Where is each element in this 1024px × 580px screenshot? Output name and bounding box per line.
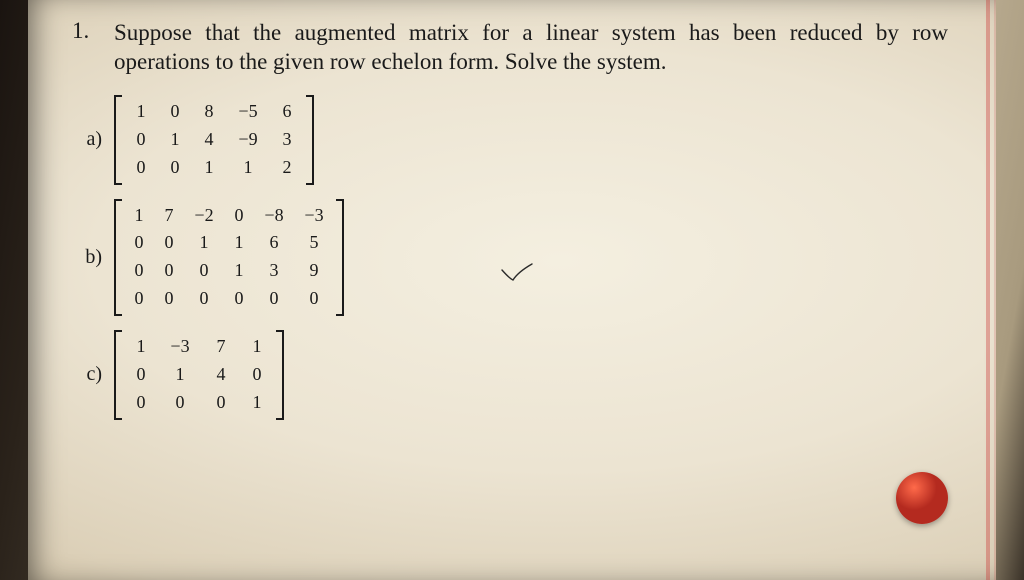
matrix-cell: 1 [124, 333, 158, 361]
matrix-cell: 0 [254, 285, 294, 313]
matrix-cell: −9 [226, 126, 270, 154]
matrix-row: 1−371 [124, 333, 274, 361]
page-surface: 1. Suppose that the augmented matrix for… [28, 0, 996, 580]
part-row: c)1−37101400001 [72, 330, 952, 420]
matrix-cell: 0 [124, 126, 158, 154]
matrix-row: 014−93 [124, 126, 304, 154]
part-row: a)108−56014−9300112 [72, 95, 952, 185]
matrix-cell: −3 [158, 333, 202, 361]
matrix-cell: −3 [294, 202, 334, 230]
question-number: 1. [72, 18, 114, 44]
matrix: 17−20−8−3001165000139000000 [114, 199, 344, 317]
matrix-row: 000000 [124, 285, 334, 313]
matrix-cell: 3 [270, 126, 304, 154]
matrix: 1−37101400001 [114, 330, 284, 420]
bracket-left-icon [114, 199, 122, 317]
matrix: 108−56014−9300112 [114, 95, 314, 185]
matrix-row: 17−20−8−3 [124, 202, 334, 230]
matrix-cell: 0 [154, 229, 184, 257]
matrix-cell: −8 [254, 202, 294, 230]
matrix-row: 000139 [124, 257, 334, 285]
matrix-cell: 6 [254, 229, 294, 257]
matrix-cell: 0 [124, 257, 154, 285]
question-row: 1. Suppose that the augmented matrix for… [72, 18, 952, 77]
handwritten-tick-icon [500, 262, 534, 282]
matrix-cell: 1 [158, 126, 192, 154]
matrix-cell: 4 [202, 361, 240, 389]
part-row: b)17−20−8−3001165000139000000 [72, 199, 952, 317]
bracket-left-icon [114, 95, 122, 185]
matrix-cell: 0 [184, 285, 224, 313]
matrix-cell: 1 [192, 154, 226, 182]
matrix-cell: 2 [270, 154, 304, 182]
matrix-cell: 1 [240, 333, 274, 361]
matrix-cell: 6 [270, 98, 304, 126]
part-label: a) [72, 128, 114, 151]
matrix-cell: 0 [294, 285, 334, 313]
matrix-row: 0001 [124, 389, 274, 417]
matrix-cell: 0 [224, 202, 254, 230]
matrix-body: 1−37101400001 [122, 330, 276, 420]
matrix-cell: 0 [124, 285, 154, 313]
matrix-cell: 1 [224, 229, 254, 257]
question-text: Suppose that the augmented matrix for a … [114, 18, 952, 77]
matrix-cell: 0 [124, 229, 154, 257]
matrix-cell: 5 [294, 229, 334, 257]
matrix-cell: 8 [192, 98, 226, 126]
matrix-cell: 0 [124, 361, 158, 389]
matrix-cell: 3 [254, 257, 294, 285]
matrix-row: 108−56 [124, 98, 304, 126]
part-label: b) [72, 246, 114, 269]
matrix-cell: 0 [124, 154, 158, 182]
bracket-left-icon [114, 330, 122, 420]
matrix-cell: 1 [240, 389, 274, 417]
bracket-right-icon [276, 330, 284, 420]
matrix-body: 108−56014−9300112 [122, 95, 306, 185]
matrix-cell: 9 [294, 257, 334, 285]
matrix-cell: 0 [154, 285, 184, 313]
matrix-row: 001165 [124, 229, 334, 257]
bracket-right-icon [306, 95, 314, 185]
parts-container: a)108−56014−9300112b)17−20−8−30011650001… [72, 95, 952, 420]
matrix-cell: 0 [154, 257, 184, 285]
red-marker-dot [896, 472, 948, 524]
matrix-cell: 0 [124, 389, 158, 417]
matrix-row: 0140 [124, 361, 274, 389]
matrix-cell: 0 [224, 285, 254, 313]
matrix-cell: 0 [158, 389, 202, 417]
matrix-cell: 1 [224, 257, 254, 285]
matrix-cell: 1 [158, 361, 202, 389]
matrix-cell: −2 [184, 202, 224, 230]
matrix-cell: 1 [124, 202, 154, 230]
matrix-row: 00112 [124, 154, 304, 182]
matrix-cell: 0 [202, 389, 240, 417]
matrix-body: 17−20−8−3001165000139000000 [122, 199, 336, 317]
photo-background: 1. Suppose that the augmented matrix for… [0, 0, 1024, 580]
matrix-cell: −5 [226, 98, 270, 126]
part-label: c) [72, 363, 114, 386]
matrix-cell: 7 [154, 202, 184, 230]
matrix-cell: 0 [240, 361, 274, 389]
matrix-cell: 1 [226, 154, 270, 182]
matrix-cell: 1 [124, 98, 158, 126]
matrix-cell: 1 [184, 229, 224, 257]
matrix-cell: 4 [192, 126, 226, 154]
matrix-cell: 0 [158, 98, 192, 126]
bracket-right-icon [336, 199, 344, 317]
matrix-cell: 7 [202, 333, 240, 361]
matrix-cell: 0 [184, 257, 224, 285]
matrix-cell: 0 [158, 154, 192, 182]
